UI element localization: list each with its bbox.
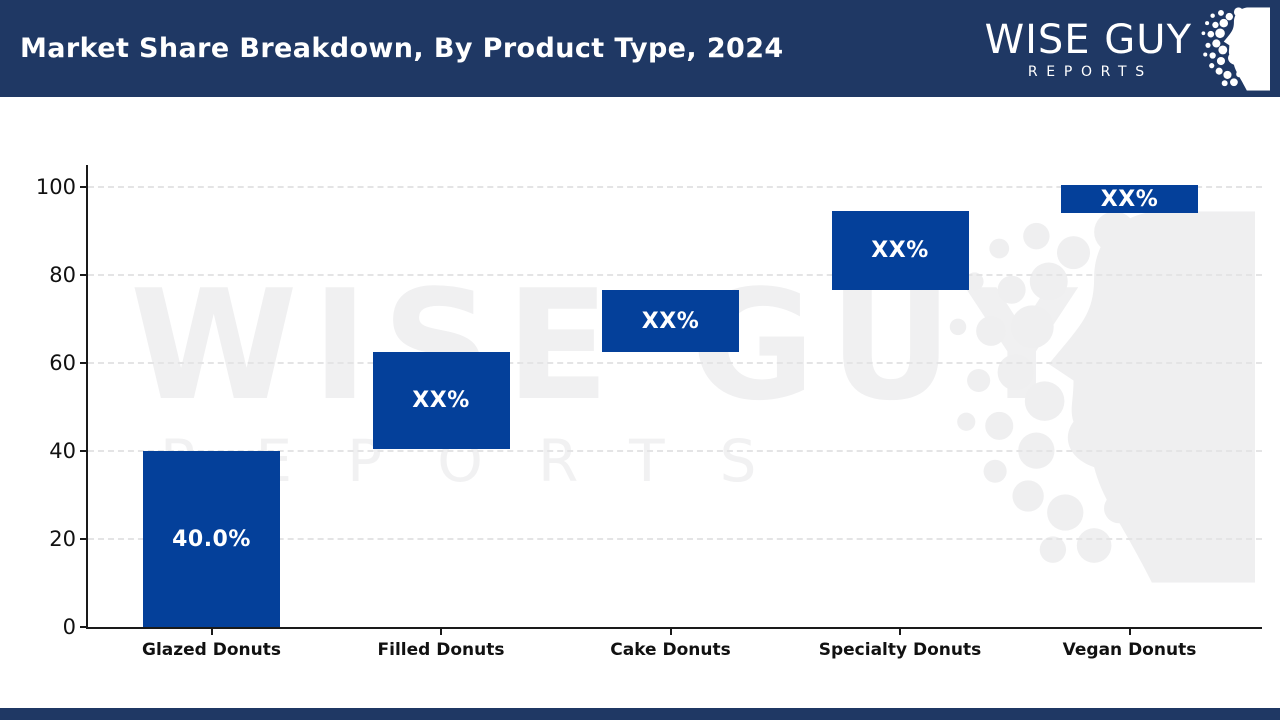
page-title: Market Share Breakdown, By Product Type,… [20,33,784,64]
bar-value-label: XX% [641,308,700,334]
ytick-mark-40 [80,450,88,452]
ytick-label-100: 100 [35,175,76,199]
ytick-label-0: 0 [62,615,76,639]
ytick-label-80: 80 [49,263,76,287]
xlabel-1: Filled Donuts [377,640,505,660]
wiseguy-head-icon [1196,7,1270,91]
ytick-label-20: 20 [49,527,76,551]
wiseguy-logo: WISE GUY REPORTS [985,7,1270,91]
ytick-mark-20 [80,538,88,540]
bar-vegan-donuts: XX% [1061,184,1198,214]
ytick-label-40: 40 [49,439,76,463]
xtick-3 [899,627,901,635]
xlabel-0: Glazed Donuts [141,640,281,660]
logo-sub-text: REPORTS [1027,64,1153,80]
wiseguy-logo-text: WISE GUY REPORTS [985,18,1192,80]
y-axis-line [86,165,88,629]
xlabel-2: Cake Donuts [610,640,731,660]
ytick-mark-60 [80,362,88,364]
ytick-mark-80 [80,274,88,276]
xtick-2 [669,627,672,635]
gridline-y20 [88,538,1262,540]
bar-cake-donuts: XX% [602,290,739,352]
header-bar: Market Share Breakdown, By Product Type,… [0,0,1280,97]
x-axis-line [86,627,1262,629]
ytick-mark-100 [80,186,88,188]
gridline-y40 [88,450,1262,452]
ytick-mark-0 [80,626,88,628]
bar-value-label: XX% [412,387,470,413]
xlabel-3: Specialty Donuts [818,640,982,660]
bar-filled-donuts: XX% [372,352,510,449]
gridline-y100 [88,186,1262,188]
xtick-1 [440,627,442,635]
footer-bar [0,708,1280,720]
ytick-label-60: 60 [49,351,76,375]
bar-specialty-donuts: XX% [831,211,969,291]
bar-value-label: 40.0% [172,526,251,552]
bar-value-label: XX% [871,238,929,264]
bar-value-label: XX% [1100,186,1159,212]
bar-glazed-donuts: 40.0% [143,451,280,627]
xtick-4 [1128,627,1131,635]
logo-name-text: WISE GUY [984,17,1192,63]
gridline-y60 [88,362,1262,364]
xlabel-4: Vegan Donuts [1062,640,1197,660]
xtick-0 [210,627,213,635]
gridline-y80 [88,274,1262,276]
